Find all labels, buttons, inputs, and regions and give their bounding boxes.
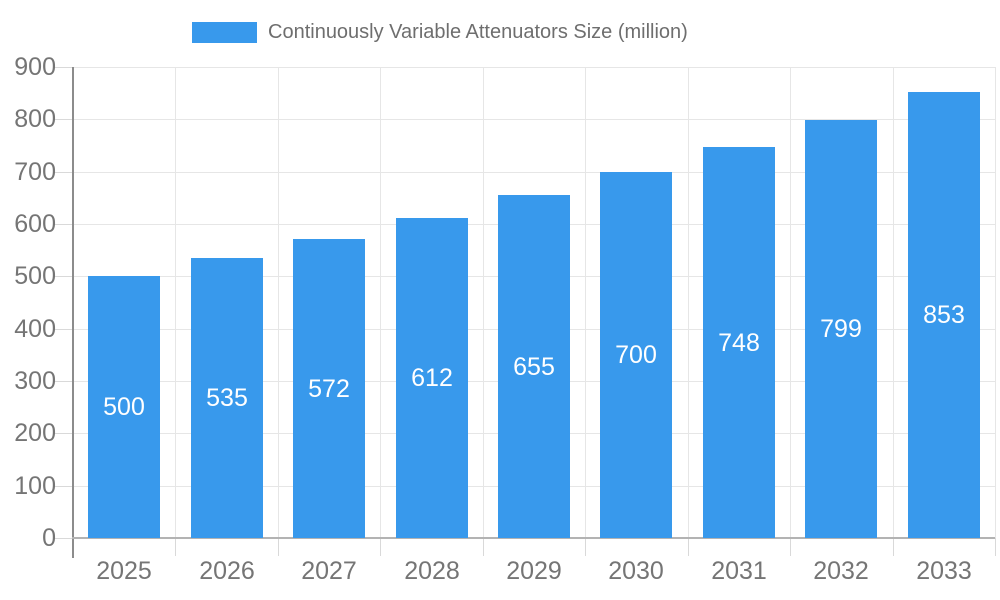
- legend-swatch: [192, 21, 257, 43]
- h-gridline: [73, 119, 995, 120]
- x-axis-label: 2029: [506, 557, 562, 585]
- bar-2032[interactable]: [805, 120, 877, 538]
- y-axis-label: 0: [42, 524, 56, 552]
- x-axis-label: 2030: [608, 557, 664, 585]
- x-axis-label: 2028: [404, 557, 460, 585]
- y-tick: [55, 433, 73, 434]
- bar-value-label: 853: [923, 301, 965, 329]
- v-gridline: [995, 67, 996, 538]
- y-tick: [55, 538, 73, 539]
- y-axis-label: 700: [14, 158, 56, 186]
- bar-2029[interactable]: [498, 195, 570, 538]
- bar-2030[interactable]: [600, 172, 672, 538]
- x-axis-label: 2026: [199, 557, 255, 585]
- v-gridline: [790, 67, 791, 538]
- y-tick: [55, 329, 73, 330]
- h-gridline: [73, 172, 995, 173]
- bar-value-label: 572: [308, 375, 350, 403]
- v-gridline: [175, 67, 176, 538]
- x-tick: [688, 538, 689, 556]
- x-tick: [483, 538, 484, 556]
- x-axis-label: 2031: [711, 557, 767, 585]
- bar-value-label: 655: [513, 353, 555, 381]
- bar-2031[interactable]: [703, 147, 775, 538]
- bar-2026[interactable]: [191, 258, 263, 538]
- x-tick: [175, 538, 176, 556]
- x-tick: [893, 538, 894, 556]
- y-tick: [55, 119, 73, 120]
- h-gridline: [73, 67, 995, 68]
- bar-2025[interactable]: [88, 276, 160, 538]
- y-axis-label: 300: [14, 367, 56, 395]
- y-axis-label: 800: [14, 105, 56, 133]
- legend: Continuously Variable Attenuators Size (…: [192, 20, 688, 44]
- x-axis-label: 2027: [301, 557, 357, 585]
- y-tick: [55, 381, 73, 382]
- y-tick: [55, 224, 73, 225]
- x-tick: [278, 538, 279, 556]
- y-axis-label: 600: [14, 210, 56, 238]
- y-axis-label: 900: [14, 53, 56, 81]
- bar-2027[interactable]: [293, 239, 365, 538]
- y-tick: [55, 276, 73, 277]
- bar-value-label: 612: [411, 364, 453, 392]
- v-gridline: [688, 67, 689, 538]
- y-axis-label: 500: [14, 262, 56, 290]
- y-axis-label: 200: [14, 419, 56, 447]
- bar-2033[interactable]: [908, 92, 980, 538]
- bar-value-label: 535: [206, 384, 248, 412]
- v-gridline: [483, 67, 484, 538]
- bar-value-label: 748: [718, 329, 760, 357]
- x-axis-label: 2032: [813, 557, 869, 585]
- x-axis-line: [72, 537, 995, 539]
- y-tick: [55, 67, 73, 68]
- y-tick: [55, 486, 73, 487]
- bar-value-label: 500: [103, 393, 145, 421]
- x-tick: [585, 538, 586, 556]
- y-tick: [55, 172, 73, 173]
- x-axis-label: 2033: [916, 557, 972, 585]
- legend-label: Continuously Variable Attenuators Size (…: [268, 20, 688, 43]
- v-gridline: [585, 67, 586, 538]
- x-axis-label: 2025: [96, 557, 152, 585]
- bar-value-label: 799: [820, 315, 862, 343]
- v-gridline: [278, 67, 279, 538]
- bar-2028[interactable]: [396, 218, 468, 538]
- bar-value-label: 700: [615, 341, 657, 369]
- y-axis-line: [72, 67, 74, 558]
- v-gridline: [380, 67, 381, 538]
- v-gridline: [893, 67, 894, 538]
- x-tick: [995, 538, 996, 556]
- x-tick: [380, 538, 381, 556]
- x-tick: [790, 538, 791, 556]
- y-axis-label: 400: [14, 315, 56, 343]
- y-axis-label: 100: [14, 472, 56, 500]
